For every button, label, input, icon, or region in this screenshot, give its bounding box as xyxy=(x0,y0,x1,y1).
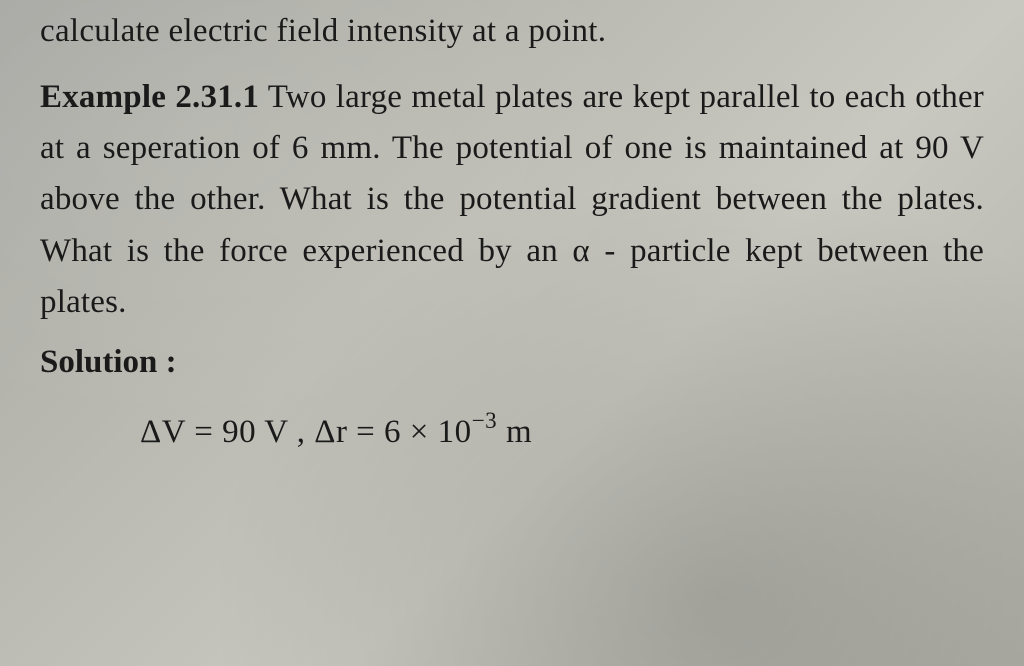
page-content: calculate electric field intensity at a … xyxy=(40,8,984,451)
delta-r-unit: m xyxy=(497,414,532,450)
intro-line: calculate electric field intensity at a … xyxy=(40,8,984,54)
eq-separator: , xyxy=(288,414,314,450)
alpha-symbol: α xyxy=(572,233,590,269)
equation-line: ΔV = 90 V , Δr = 6 × 10−3 m xyxy=(40,409,984,451)
solution-label: Solution : xyxy=(40,344,984,381)
delta-v: ΔV = 90 V xyxy=(140,414,288,450)
example-block: Example 2.31.1 Two large metal plates ar… xyxy=(40,72,984,328)
delta-r-exponent: −3 xyxy=(472,407,498,433)
delta-r-prefix: Δr = 6 × 10 xyxy=(314,414,471,450)
example-label: Example 2.31.1 xyxy=(40,79,259,115)
